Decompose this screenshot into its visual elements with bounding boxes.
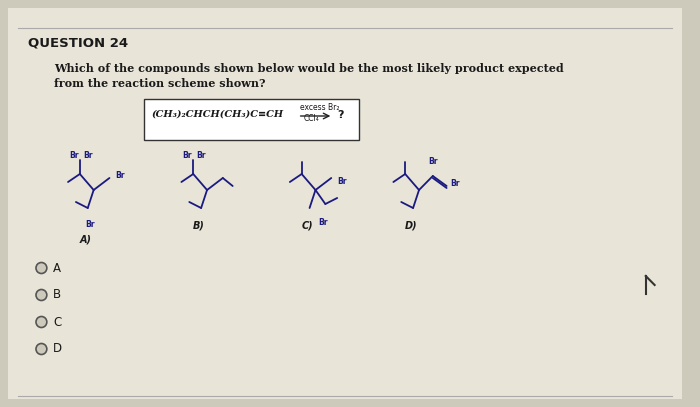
Circle shape xyxy=(36,344,47,354)
Text: (CH₃)₂CHCH(CH₃)C≡CH: (CH₃)₂CHCH(CH₃)C≡CH xyxy=(152,110,284,119)
Text: Br: Br xyxy=(451,179,460,188)
Text: Br: Br xyxy=(116,171,125,180)
Text: Br: Br xyxy=(428,158,438,166)
Text: Br: Br xyxy=(69,151,78,160)
Text: B: B xyxy=(53,289,62,302)
Text: from the reaction scheme shown?: from the reaction scheme shown? xyxy=(54,78,266,89)
Text: QUESTION 24: QUESTION 24 xyxy=(27,36,127,49)
Text: C: C xyxy=(53,315,62,328)
Text: Br: Br xyxy=(83,151,92,160)
Circle shape xyxy=(36,317,47,328)
FancyBboxPatch shape xyxy=(144,98,359,140)
Circle shape xyxy=(36,289,47,300)
Text: B): B) xyxy=(193,220,205,230)
Text: A): A) xyxy=(80,234,92,244)
Text: Which of the compounds shown below would be the most likely product expected: Which of the compounds shown below would… xyxy=(54,63,564,74)
Text: Br: Br xyxy=(85,220,95,229)
Text: A: A xyxy=(53,262,61,274)
Circle shape xyxy=(36,263,47,274)
Text: D: D xyxy=(53,343,62,355)
Text: D): D) xyxy=(405,220,417,230)
FancyBboxPatch shape xyxy=(8,8,682,399)
Text: C): C) xyxy=(302,220,314,230)
Text: CCl₄: CCl₄ xyxy=(304,114,319,123)
Text: Br: Br xyxy=(318,218,328,227)
Text: Br: Br xyxy=(197,151,206,160)
Text: excess Br₂: excess Br₂ xyxy=(300,103,339,112)
Text: Br: Br xyxy=(337,177,346,186)
Text: ?: ? xyxy=(337,110,344,120)
Text: Br: Br xyxy=(183,151,192,160)
